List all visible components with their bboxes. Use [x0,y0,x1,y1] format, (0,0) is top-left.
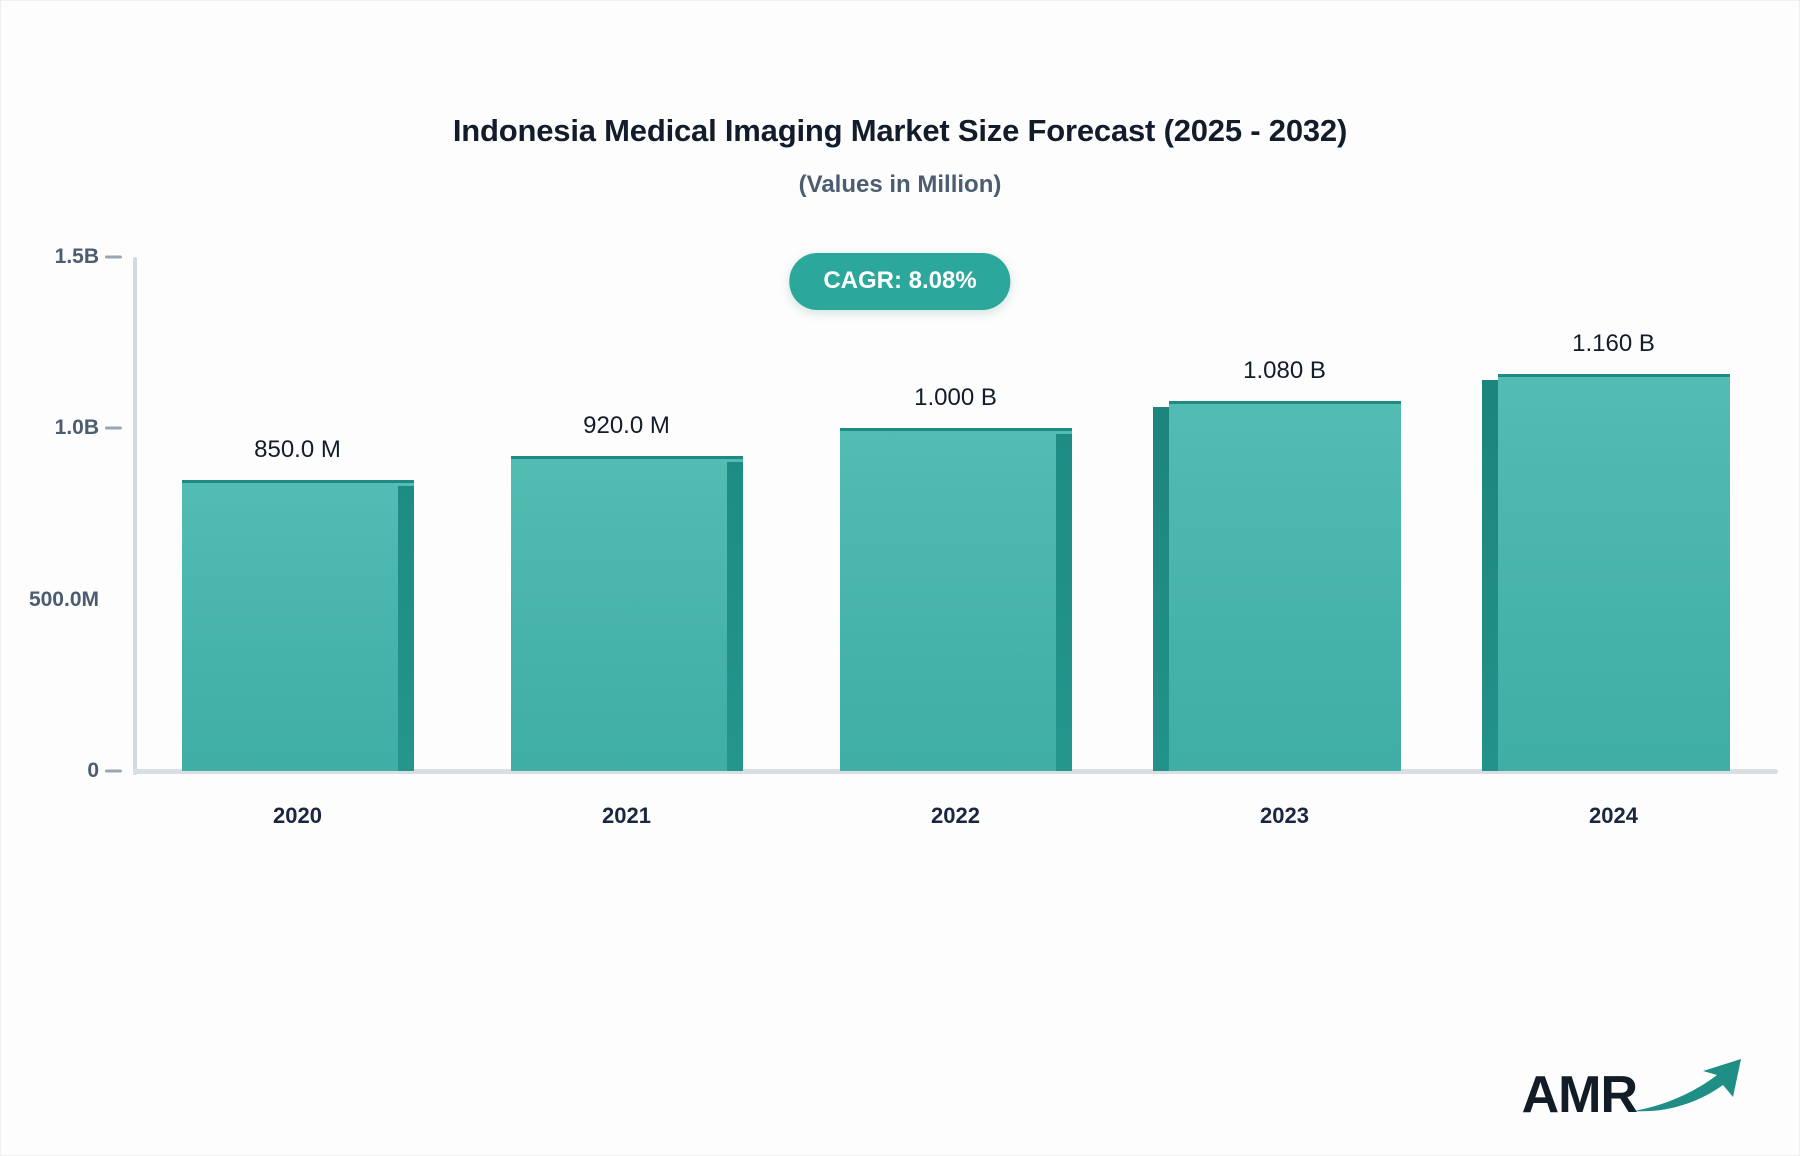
bar-value-label: 920.0 M [583,411,670,439]
chart-subtitle: (Values in Million) [798,171,1002,198]
bar-2021[interactable] [511,455,743,771]
y-axis-label: 1.0B [54,416,99,440]
x-axis-line [133,769,1778,774]
cagr-badge: CAGR: 8.08% [789,253,1011,310]
bar-2023[interactable] [1153,400,1401,771]
y-axis-label: 0 [87,759,99,782]
y-axis-tick-dash [105,255,122,259]
x-axis-label-2021: 2021 [602,803,651,828]
x-axis-label-2020: 2020 [273,803,322,828]
y-axis-label: 1.5B [54,245,99,268]
bar-side-left [1482,379,1498,771]
bar-side-right [727,461,743,771]
bar-value-label: 1.080 B [1243,356,1326,384]
y-axis-line [133,257,137,775]
chart-title: Indonesia Medical Imaging Market Size Fo… [452,113,1348,148]
bar-body [511,455,743,771]
bar-side-right [1056,434,1072,771]
bar-side-right [398,485,414,771]
bar-2024[interactable] [1482,373,1730,771]
bar-value-label: 1.000 B [914,384,997,412]
logo-text: AMR [1521,1066,1638,1124]
bar-value-label: 850.0 M [254,435,341,463]
bar-body [840,428,1072,771]
x-axis-label-2023: 2023 [1260,803,1309,828]
bar-value-label: 1.160 B [1572,329,1655,357]
x-axis-label-2024: 2024 [1589,803,1638,828]
bar-body [1169,400,1401,771]
bar-side-left [1153,406,1169,771]
bar-2020[interactable] [182,479,414,771]
y-axis-label: 500.0M [28,587,99,611]
y-axis-tick-dash [105,426,122,430]
bar-body [1498,373,1730,771]
bar-2022[interactable] [840,428,1072,771]
amr-logo: AMR [1522,1055,1759,1121]
growth-arrow-icon [1633,1059,1741,1112]
bar-body [182,479,414,771]
x-axis-label-2022: 2022 [931,803,980,828]
y-axis-tick-dash [105,769,122,773]
